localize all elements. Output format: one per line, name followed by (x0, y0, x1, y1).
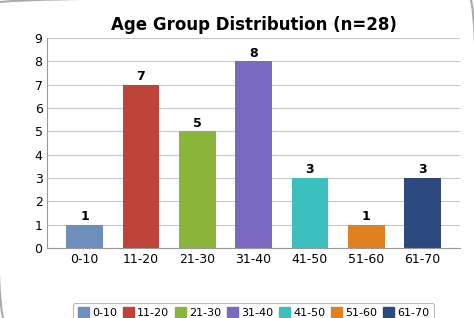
Text: 3: 3 (306, 163, 314, 176)
Bar (292, 178, 328, 248)
Text: 7: 7 (137, 70, 145, 83)
Text: 5: 5 (193, 117, 201, 129)
Text: 1: 1 (362, 210, 371, 223)
Bar (348, 225, 385, 248)
Bar (122, 85, 159, 248)
Bar (235, 61, 272, 248)
Text: 1: 1 (80, 210, 89, 223)
Bar (179, 131, 216, 248)
Text: 3: 3 (419, 163, 427, 176)
Bar (66, 225, 103, 248)
Bar (404, 178, 441, 248)
Legend: 0-10, 11-20, 21-30, 31-40, 41-50, 51-60, 61-70: 0-10, 11-20, 21-30, 31-40, 41-50, 51-60,… (73, 303, 434, 318)
Title: Age Group Distribution (n=28): Age Group Distribution (n=28) (110, 16, 397, 34)
Text: 8: 8 (249, 47, 258, 59)
